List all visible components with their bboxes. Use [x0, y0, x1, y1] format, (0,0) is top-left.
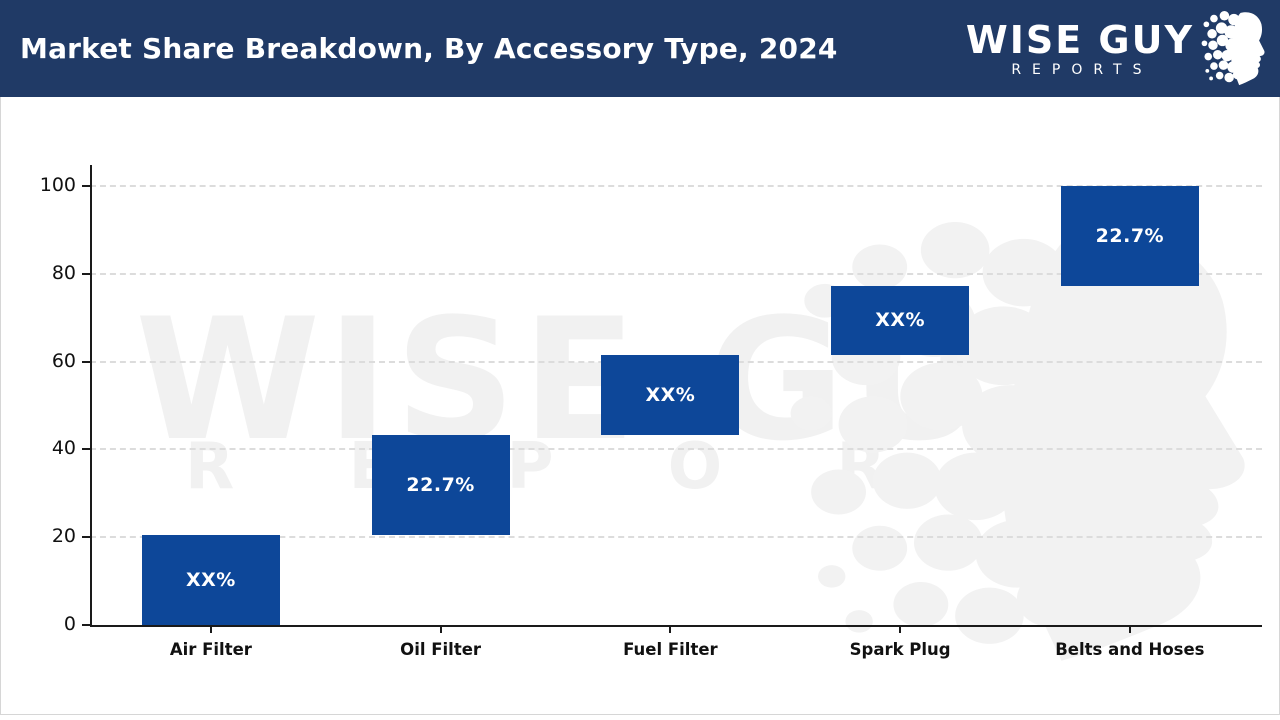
gridline — [90, 185, 1262, 187]
gridline — [90, 272, 1262, 275]
bar-value-label: XX% — [875, 309, 926, 332]
y-tick — [82, 185, 90, 187]
bar-value-label: XX% — [645, 383, 696, 406]
x-axis-line — [90, 625, 1262, 627]
y-tick — [82, 448, 90, 451]
bar-segment: XX% — [831, 285, 970, 355]
x-tick — [209, 625, 212, 633]
chart-title: Market Share Breakdown, By Accessory Typ… — [20, 32, 838, 65]
bar-segment: 22.7% — [371, 434, 510, 535]
logo-wordmark: WISE GUY — [965, 17, 1194, 62]
category-label: Spark Plug — [849, 640, 951, 659]
gridline — [90, 448, 1262, 451]
bar-value-label: 22.7% — [1095, 224, 1165, 247]
y-tick-label: 40 — [51, 437, 76, 460]
bar-value-label: XX% — [185, 568, 236, 591]
logo-face-icon — [1201, 10, 1265, 85]
y-tick-label: 20 — [51, 525, 76, 548]
gridline — [90, 536, 1262, 539]
category-label: Oil Filter — [400, 640, 482, 659]
watermark-subtitle: R E P O R T S — [185, 430, 1251, 504]
wiseguy-logo: WISE GUY REPORTS — [966, 10, 1266, 87]
bar-segment: XX% — [601, 355, 740, 435]
category-label: Air Filter — [169, 640, 252, 659]
bar-value-label: 22.7% — [406, 473, 475, 496]
category-label: Belts and Hoses — [1055, 640, 1205, 659]
y-tick — [82, 360, 90, 363]
bar-segment: XX% — [141, 534, 280, 625]
y-tick — [82, 272, 90, 275]
logo-subtitle: REPORTS — [1011, 61, 1153, 78]
y-tick-label: 60 — [51, 349, 76, 372]
y-tick — [82, 536, 90, 539]
x-tick — [669, 625, 672, 633]
y-tick-label: 80 — [51, 261, 76, 284]
y-tick-label: 0 — [63, 613, 76, 635]
logo-text: WISE GUY REPORTS — [966, 21, 1194, 77]
y-axis-line — [90, 165, 92, 627]
header-bar: Market Share Breakdown, By Accessory Typ… — [0, 0, 1280, 97]
bar-segment: 22.7% — [1060, 186, 1199, 286]
category-label: Fuel Filter — [623, 640, 718, 659]
x-tick — [439, 625, 442, 633]
y-tick — [82, 624, 90, 626]
y-tick-label: 100 — [39, 174, 76, 196]
